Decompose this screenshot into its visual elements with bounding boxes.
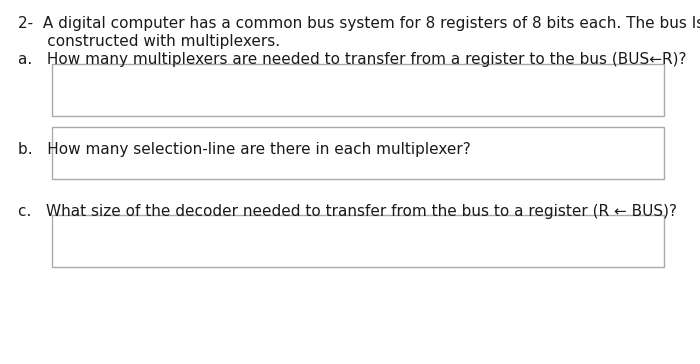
Text: b.   How many selection-line are there in each multiplexer?: b. How many selection-line are there in … xyxy=(18,142,470,157)
Text: constructed with multiplexers.: constructed with multiplexers. xyxy=(18,34,280,49)
Text: a.   How many multiplexers are needed to transfer from a register to the bus (BU: a. How many multiplexers are needed to t… xyxy=(18,52,687,67)
FancyBboxPatch shape xyxy=(52,215,664,267)
Text: c.   What size of the decoder needed to transfer from the bus to a register (R ←: c. What size of the decoder needed to tr… xyxy=(18,204,677,219)
Text: 2-  A digital computer has a common bus system for 8 registers of 8 bits each. T: 2- A digital computer has a common bus s… xyxy=(18,16,700,31)
FancyBboxPatch shape xyxy=(52,64,664,116)
FancyBboxPatch shape xyxy=(52,127,664,179)
